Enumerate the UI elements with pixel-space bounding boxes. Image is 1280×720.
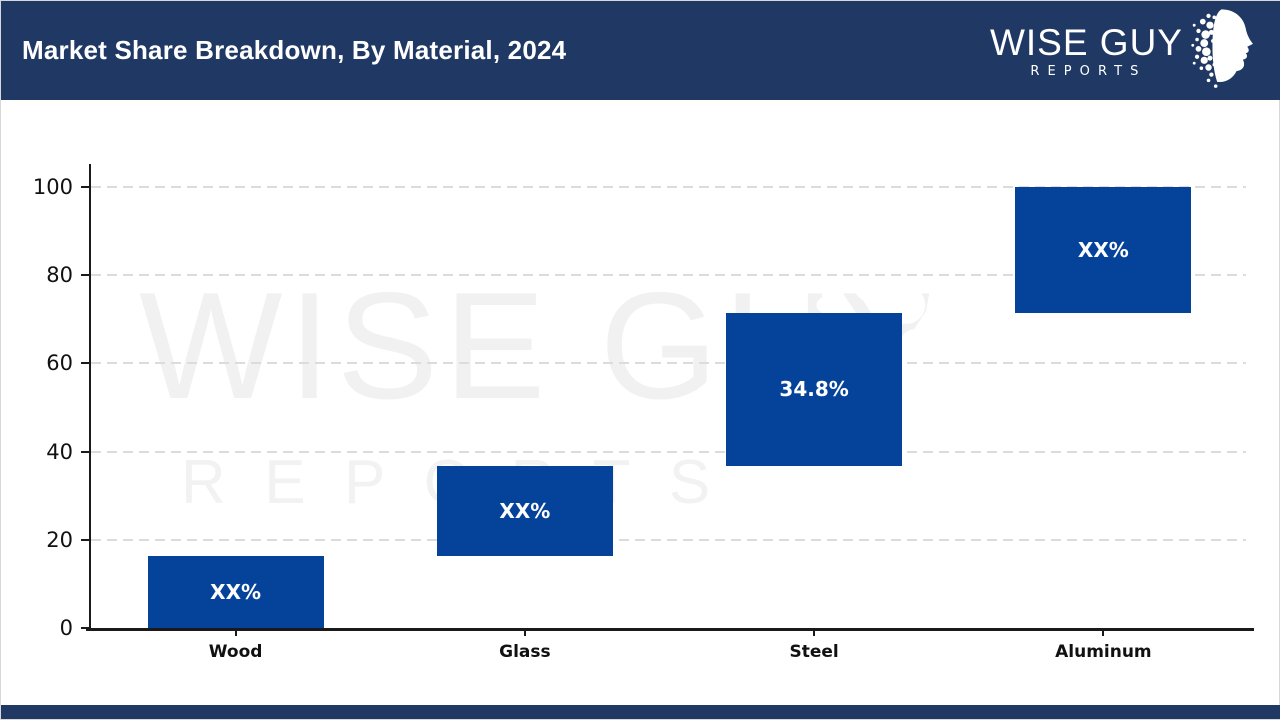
bar-steel: 34.8%	[726, 312, 903, 467]
y-tick-80	[81, 274, 89, 277]
plot-area: 0 20 40 60 80 100 Wood XX% Glass XX% Steel 34.8% Alu…	[33, 164, 1254, 662]
bar-value-label-glass: XX%	[499, 498, 551, 523]
x-label-steel: Steel	[789, 642, 839, 662]
gridline-80	[91, 274, 1246, 277]
gridline-20	[91, 538, 1246, 541]
dotted-face-icon	[1177, 8, 1263, 94]
y-tick-20	[81, 538, 89, 541]
bar-wood: XX%	[147, 555, 324, 628]
y-tick-0	[81, 627, 89, 629]
x-label-glass: Glass	[499, 642, 551, 662]
logo-wordmark: WISE GUY	[989, 22, 1183, 63]
gridline-60	[91, 362, 1246, 365]
y-tick-label-0: 0	[59, 616, 73, 640]
y-tick-100	[81, 185, 89, 188]
x-tick-glass	[523, 628, 526, 636]
gridline-100	[91, 185, 1246, 188]
gridline-40	[91, 450, 1246, 453]
x-label-wood: Wood	[208, 642, 263, 662]
bar-value-label-aluminum: XX%	[1077, 237, 1129, 262]
y-tick-label-80: 80	[46, 263, 73, 288]
logo-text: WISE GUY REPORTS	[990, 24, 1183, 78]
x-label-aluminum: Aluminum	[1055, 642, 1152, 662]
y-tick-label-40: 40	[46, 439, 73, 464]
page-title: Market Share Breakdown, By Material, 202…	[22, 35, 567, 65]
bar-aluminum: XX%	[1015, 186, 1192, 313]
logo-subtitle: REPORTS	[1030, 64, 1147, 79]
x-tick-steel	[813, 628, 816, 636]
bar-value-label-steel: 34.8%	[779, 377, 849, 402]
bar-value-label-wood: XX%	[210, 579, 262, 604]
x-tick-aluminum	[1102, 628, 1105, 636]
y-tick-40	[81, 450, 89, 453]
x-tick-wood	[234, 628, 237, 636]
y-tick-label-20: 20	[46, 527, 73, 552]
report-footer	[1, 705, 1280, 719]
wise-guy-logo: WISE GUY REPORTS	[990, 7, 1263, 95]
x-axis-line	[86, 628, 1254, 631]
bar-glass: XX%	[436, 466, 613, 556]
report-header: Market Share Breakdown, By Material, 202…	[1, 1, 1280, 100]
y-tick-60	[81, 362, 89, 365]
y-tick-label-100: 100	[32, 174, 73, 199]
y-tick-label-60: 60	[46, 351, 73, 376]
